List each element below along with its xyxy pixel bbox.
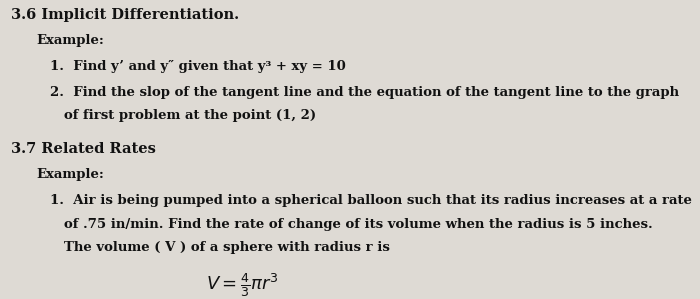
Text: of .75 in/min. Find the rate of change of its volume when the radius is 5 inches: of .75 in/min. Find the rate of change o… bbox=[64, 218, 652, 231]
Text: The volume ( V ) of a sphere with radius r is: The volume ( V ) of a sphere with radius… bbox=[64, 241, 390, 254]
Text: Example:: Example: bbox=[36, 168, 104, 181]
Text: of first problem at the point (1, 2): of first problem at the point (1, 2) bbox=[64, 109, 316, 122]
Text: 2.  Find the slop of the tangent line and the equation of the tangent line to th: 2. Find the slop of the tangent line and… bbox=[50, 86, 680, 99]
Text: 1.  Air is being pumped into a spherical balloon such that its radius increases : 1. Air is being pumped into a spherical … bbox=[50, 194, 692, 208]
Text: $V = \frac{4}{3}\pi r^3$: $V = \frac{4}{3}\pi r^3$ bbox=[206, 271, 279, 299]
Text: 1.  Find y’ and y″ given that y³ + xy = 10: 1. Find y’ and y″ given that y³ + xy = 1… bbox=[50, 60, 346, 73]
Text: Example:: Example: bbox=[36, 34, 104, 47]
Text: 3.7 Related Rates: 3.7 Related Rates bbox=[10, 142, 155, 156]
Text: 3.6 Implicit Differentiation.: 3.6 Implicit Differentiation. bbox=[10, 8, 239, 22]
